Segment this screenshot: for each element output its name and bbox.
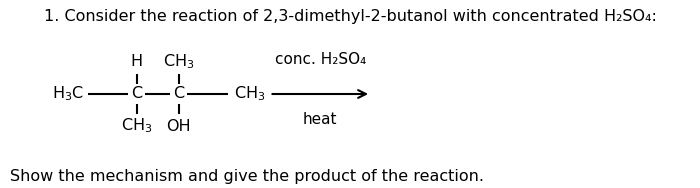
Text: OH: OH (166, 119, 191, 133)
Text: C: C (173, 86, 184, 102)
Text: CH$_3$: CH$_3$ (121, 117, 152, 135)
Text: Show the mechanism and give the product of the reaction.: Show the mechanism and give the product … (10, 169, 484, 184)
Text: H: H (130, 55, 143, 69)
Text: C: C (173, 86, 184, 102)
Text: C: C (131, 86, 142, 102)
Text: heat: heat (303, 112, 337, 127)
Text: C: C (131, 86, 142, 102)
Text: H$_3$C: H$_3$C (52, 85, 84, 103)
Text: 1. Consider the reaction of 2,3-dimethyl-2-butanol with concentrated H₂SO₄:: 1. Consider the reaction of 2,3-dimethyl… (43, 9, 657, 24)
Text: CH$_3$: CH$_3$ (163, 53, 194, 71)
Text: CH$_3$: CH$_3$ (234, 85, 266, 103)
Text: conc. H₂SO₄: conc. H₂SO₄ (274, 52, 366, 67)
